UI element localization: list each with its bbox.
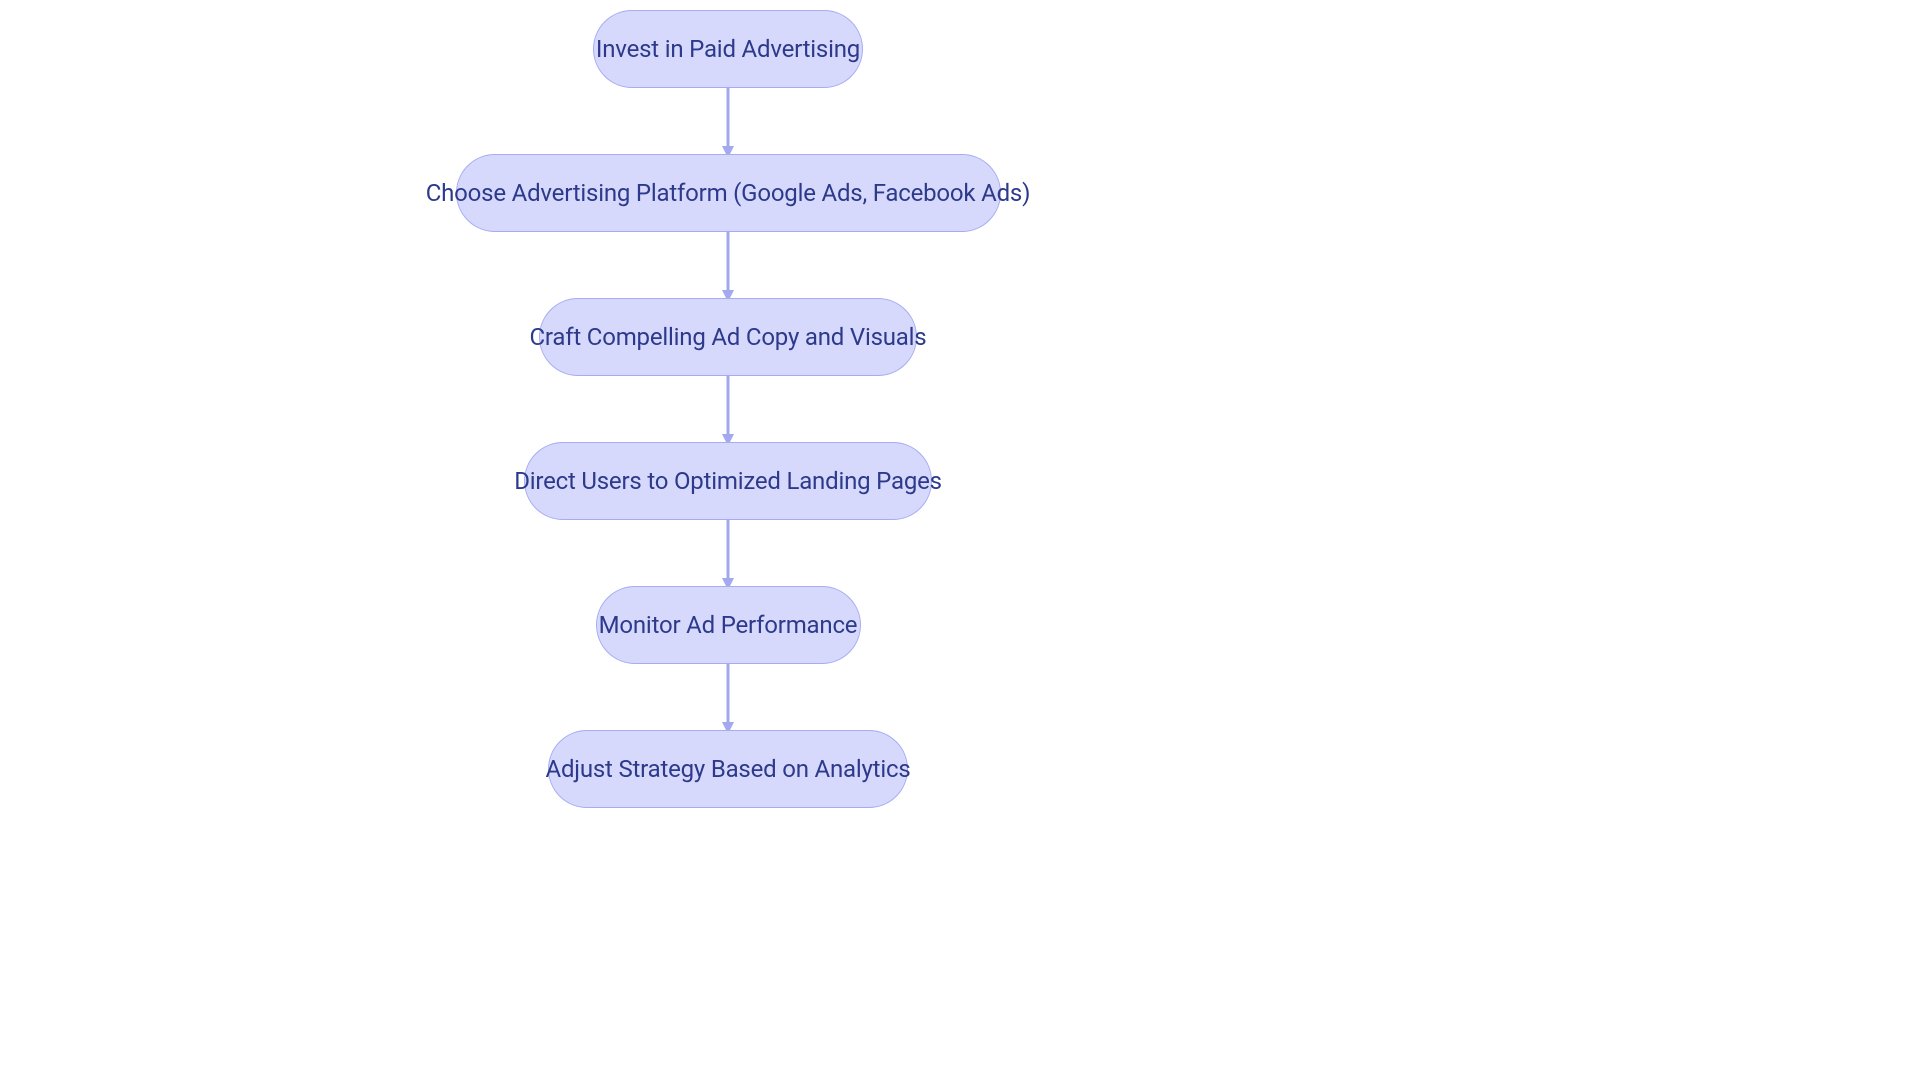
flowchart-node: Invest in Paid Advertising [593,10,863,88]
flowchart-node: Craft Compelling Ad Copy and Visuals [539,298,917,376]
flowchart-node: Monitor Ad Performance [596,586,861,664]
flowchart-node-label: Adjust Strategy Based on Analytics [545,755,910,783]
flowchart-canvas: Invest in Paid Advertising Choose Adverti… [0,0,1920,1083]
flowchart-node-label: Direct Users to Optimized Landing Pages [514,467,942,495]
flowchart-node-label: Invest in Paid Advertising [596,35,860,63]
flowchart-node: Choose Advertising Platform (Google Ads,… [456,154,1001,232]
flowchart-node-label: Monitor Ad Performance [599,611,858,639]
flowchart-node-label: Craft Compelling Ad Copy and Visuals [530,323,927,351]
flowchart-node-label: Choose Advertising Platform (Google Ads,… [426,179,1031,207]
flowchart-node: Adjust Strategy Based on Analytics [548,730,908,808]
flowchart-node: Direct Users to Optimized Landing Pages [524,442,932,520]
